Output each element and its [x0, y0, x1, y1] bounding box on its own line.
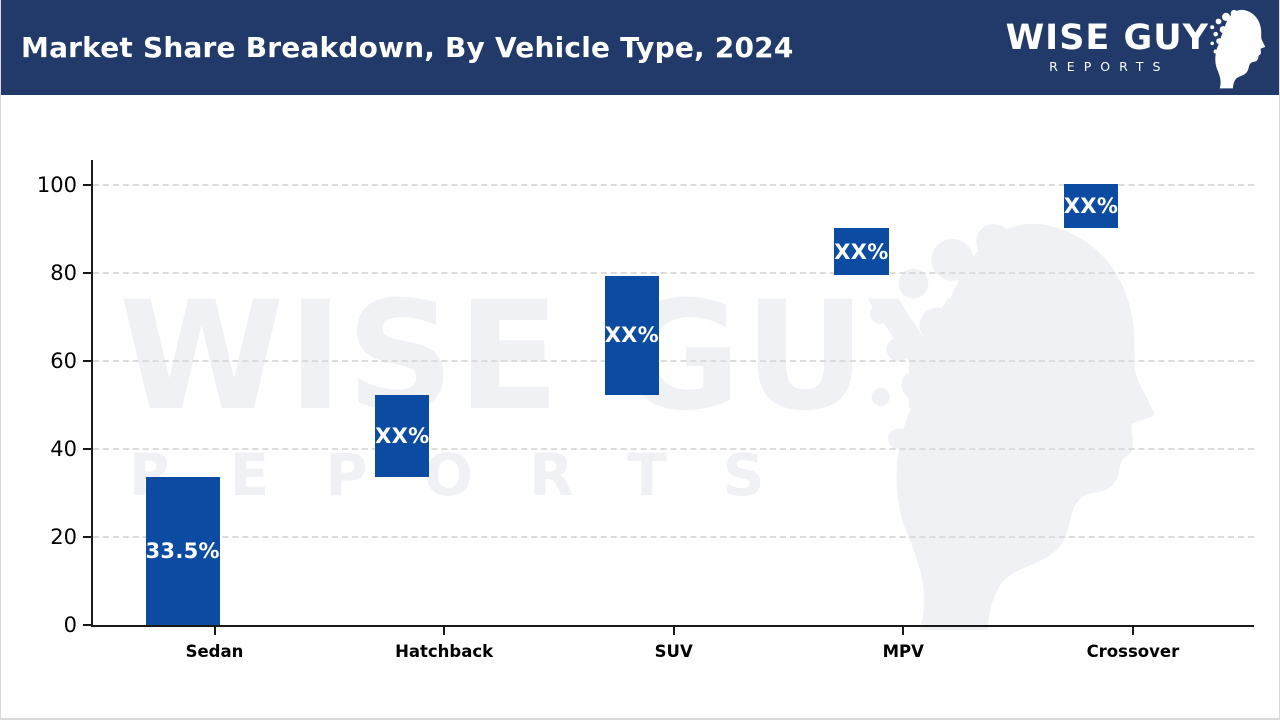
- x-axis-label-sedan: Sedan: [185, 642, 244, 661]
- y-tick-label-80: 80: [50, 260, 77, 285]
- chart-title: Market Share Breakdown, By Vehicle Type,…: [21, 31, 794, 64]
- y-tick-label-100: 100: [36, 172, 77, 197]
- gridline-20: [93, 535, 1254, 538]
- bar-sedan: 33.5%: [145, 477, 220, 625]
- gridline-40: [93, 447, 1254, 450]
- x-axis-label-mpv: MPV: [882, 642, 924, 661]
- waterfall-chart: 0 20 40 60 80 100 33.5% Sedan XX% Hatchback XX% SUV…: [37, 160, 1254, 661]
- x-tick-crossover: [1131, 627, 1134, 635]
- logo-wordmark: WISE GUY: [1005, 18, 1209, 58]
- y-tick-label-20: 20: [50, 524, 77, 549]
- y-tick-label-0: 0: [63, 613, 77, 637]
- bar-value-label: XX%: [834, 239, 889, 264]
- bar-value-label: XX%: [604, 323, 660, 348]
- y-tick-20: [83, 535, 91, 538]
- x-tick-hatchback: [443, 627, 446, 635]
- y-tick-80: [83, 271, 91, 274]
- gridline-80: [93, 271, 1254, 274]
- bar-suv: XX%: [604, 276, 660, 395]
- x-tick-suv: [672, 627, 675, 635]
- y-tick-100: [83, 183, 91, 186]
- x-axis-label-suv: SUV: [654, 642, 693, 661]
- x-axis-label-crossover: Crossover: [1086, 642, 1180, 661]
- bar-value-label: 33.5%: [145, 539, 220, 564]
- y-tick-label-60: 60: [50, 348, 77, 373]
- gridline-100: [93, 183, 1254, 186]
- x-tick-sedan: [213, 627, 216, 635]
- gridline-60: [93, 359, 1254, 362]
- logo-subtext: REPORTS: [1049, 59, 1170, 74]
- wiseguy-logo: WISE GUY REPORTS: [1006, 7, 1267, 89]
- bar-crossover: XX%: [1063, 183, 1119, 229]
- bar-value-label: XX%: [1063, 193, 1119, 218]
- y-tick-0: [83, 624, 91, 626]
- x-axis-label-hatchback: Hatchback: [395, 642, 494, 661]
- header: Market Share Breakdown, By Vehicle Type,…: [1, 0, 1279, 95]
- y-tick-40: [83, 447, 91, 450]
- logo-text: WISE GUY REPORTS: [1005, 18, 1209, 75]
- x-tick-mpv: [902, 627, 905, 635]
- bar-mpv: XX%: [834, 228, 889, 276]
- y-tick-label-40: 40: [50, 436, 77, 461]
- bar-value-label: XX%: [375, 424, 430, 449]
- y-tick-60: [83, 359, 91, 362]
- logo-face-icon: [1210, 9, 1266, 88]
- bar-hatchback: XX%: [375, 394, 430, 478]
